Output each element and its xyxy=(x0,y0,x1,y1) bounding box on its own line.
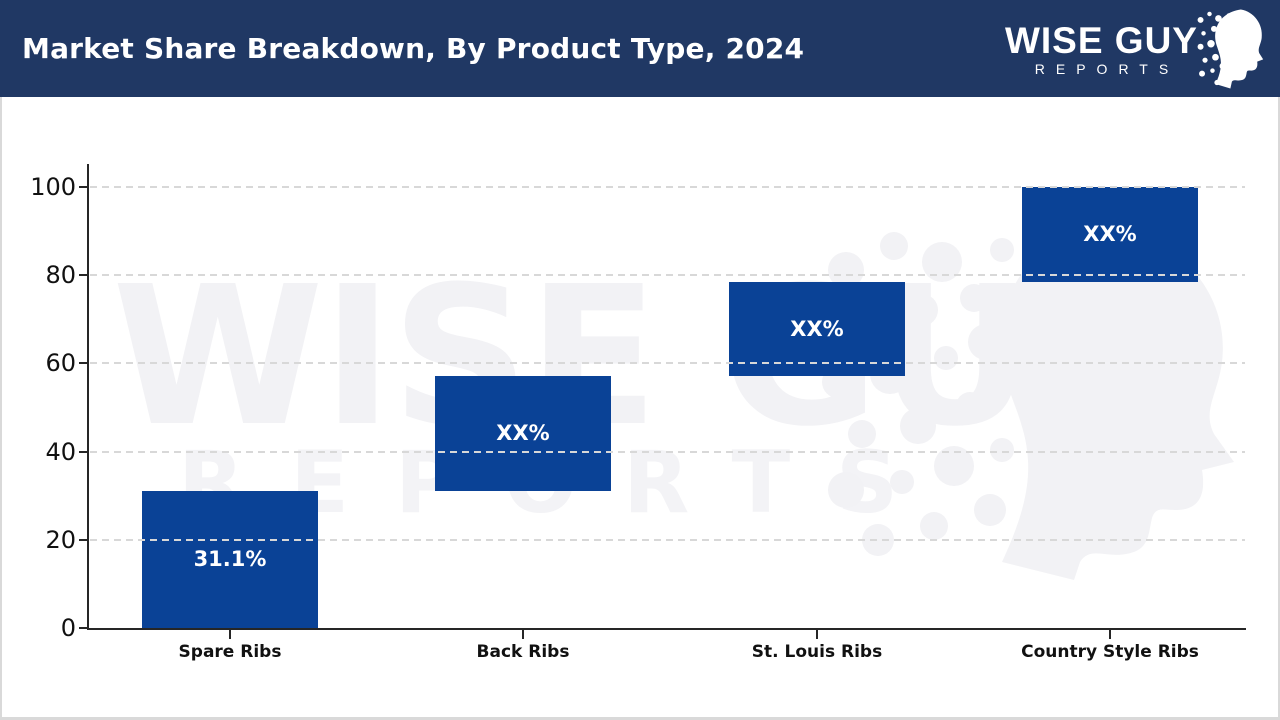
y-tick-mark xyxy=(79,538,88,541)
brand-subtitle: REPORTS xyxy=(1034,60,1180,77)
y-tick-label: 60 xyxy=(45,349,76,378)
brand-logo: WISE GUY REPORTS xyxy=(1005,8,1266,90)
bar-value-label: XX% xyxy=(1083,222,1137,247)
bar-value-label: XX% xyxy=(496,421,550,446)
x-tick-mark xyxy=(1109,630,1111,639)
y-tick-mark xyxy=(79,362,88,365)
y-tick-label: 100 xyxy=(30,173,76,201)
bar-back-ribs xyxy=(435,375,611,491)
y-tick-mark xyxy=(79,627,88,629)
bar-value-label: XX% xyxy=(790,316,844,341)
gridline xyxy=(90,186,1245,188)
chart-title: Market Share Breakdown, By Product Type,… xyxy=(22,32,805,65)
bar-value-label: 31.1% xyxy=(193,547,267,572)
x-category-label: St. Louis Ribs xyxy=(751,642,883,662)
x-tick-mark xyxy=(229,630,231,639)
x-category-label: Country Style Ribs xyxy=(1021,642,1199,662)
y-tick-label: 0 xyxy=(60,614,76,642)
brand-wordmark: WISE GUY REPORTS xyxy=(1005,22,1198,76)
gridline xyxy=(90,538,1245,541)
gridline xyxy=(90,450,1245,453)
bar-spare-ribs xyxy=(142,490,318,628)
x-tick-mark xyxy=(522,630,524,639)
gridline xyxy=(90,362,1245,365)
y-tick-mark xyxy=(79,450,88,453)
y-tick-label: 20 xyxy=(45,525,76,554)
y-tick-label: 80 xyxy=(45,261,76,290)
x-category-label: Spare Ribs xyxy=(178,642,282,662)
gridline xyxy=(90,274,1245,277)
y-tick-mark xyxy=(79,274,88,277)
wiseguy-face-icon xyxy=(1197,8,1264,89)
y-tick-label: 40 xyxy=(45,437,76,466)
y-axis-line xyxy=(87,164,89,630)
x-category-label: Back Ribs xyxy=(476,642,570,662)
header: Market Share Breakdown, By Product Type,… xyxy=(0,0,1280,97)
x-axis-line xyxy=(87,628,1246,630)
x-tick-mark xyxy=(816,630,818,639)
y-tick-mark xyxy=(79,186,88,188)
brand-name: WISE GUY xyxy=(1004,19,1198,61)
